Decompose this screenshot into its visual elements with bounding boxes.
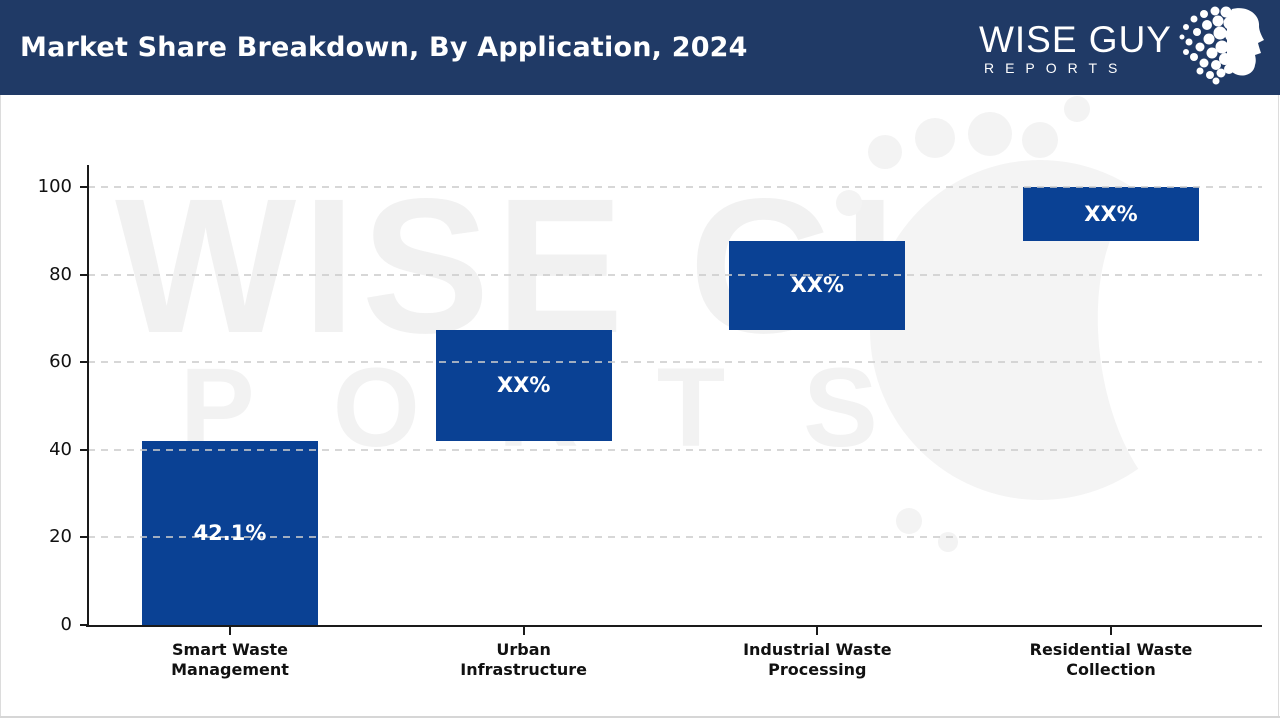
x-tick-industrial-waste-processing <box>816 627 819 635</box>
x-category-label-line: Processing <box>768 660 867 679</box>
y-tick-label-40: 40 <box>49 438 72 460</box>
x-category-label-urban-infrastructure: Urban Infrastructure <box>460 640 587 680</box>
x-category-label-smart-waste-management: Smart Waste Management <box>171 640 289 680</box>
x-tick-smart-waste-management <box>229 627 231 635</box>
x-category-label-line: Residential Waste <box>1029 640 1193 659</box>
y-tick-60 <box>80 361 88 364</box>
y-tick-label-80: 80 <box>49 263 72 285</box>
gridline-60 <box>88 361 1262 364</box>
page-title: Market Share Breakdown, By Application, … <box>20 32 748 63</box>
y-tick-label-0: 0 <box>60 614 72 635</box>
y-tick-label-20: 20 <box>49 526 72 548</box>
wise-guy-reports-logo: WISE GUY REPORTS <box>979 6 1266 90</box>
bar-smart-waste-management <box>142 440 318 625</box>
logo-text: WISE GUY REPORTS <box>979 21 1172 75</box>
y-tick-40 <box>80 448 88 451</box>
right-edge-rule <box>1278 95 1279 717</box>
x-category-label-line: Infrastructure <box>460 660 588 679</box>
y-tick-0 <box>80 624 88 626</box>
header: Market Share Breakdown, By Application, … <box>0 0 1280 95</box>
gridline-80 <box>88 273 1262 276</box>
bar-value-label-industrial-waste-processing: XX% <box>790 273 845 298</box>
y-tick-80 <box>80 273 88 276</box>
logo-head-icon <box>1174 6 1266 90</box>
logo-wordmark: WISE GUY <box>978 18 1172 60</box>
x-tick-urban-infrastructure <box>522 627 525 635</box>
y-tick-20 <box>80 536 88 539</box>
left-edge-rule <box>0 95 1 717</box>
x-tick-residential-waste-collection <box>1110 627 1112 635</box>
bar-value-label-residential-waste-collection: XX% <box>1084 201 1138 226</box>
y-tick-label-100: 100 <box>37 176 72 197</box>
x-axis-line <box>86 625 1262 627</box>
x-category-label-line: Management <box>171 660 289 679</box>
x-category-label-line: Industrial Waste <box>743 640 892 659</box>
x-category-label-line: Collection <box>1066 660 1156 679</box>
bar-urban-infrastructure <box>435 329 612 441</box>
x-category-label-residential-waste-collection: Residential Waste Collection <box>1030 640 1193 680</box>
bottom-edge-rule <box>0 716 1280 718</box>
y-tick-label-60: 60 <box>49 351 72 373</box>
logo-subtext: REPORTS <box>983 59 1129 76</box>
x-category-label-line: Urban <box>496 640 551 659</box>
gridline-100 <box>88 186 1262 188</box>
gridline-40 <box>88 448 1262 451</box>
x-category-label-line: Smart Waste <box>172 640 288 659</box>
gridline-20 <box>88 536 1262 539</box>
x-category-label-industrial-waste-processing: Industrial Waste Processing <box>743 640 891 680</box>
bar-value-label-urban-infrastructure: XX% <box>496 373 551 398</box>
y-tick-100 <box>80 186 88 188</box>
bar-value-label-smart-waste-management: 42.1% <box>193 520 267 545</box>
y-axis-line <box>87 165 89 627</box>
